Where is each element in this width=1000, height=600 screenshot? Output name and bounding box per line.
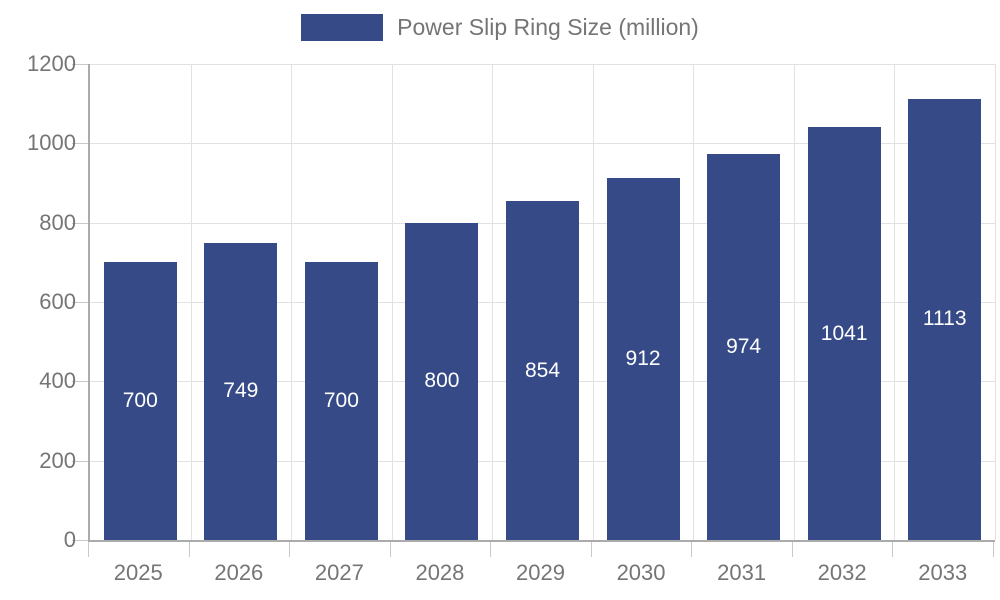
plot-area: 700 749 700 800 854 912 974 1041 1113: [88, 64, 996, 542]
x-axis-tick-mark: [791, 542, 793, 557]
gridline-vertical: [492, 64, 494, 540]
bar-2033: 1113: [908, 98, 982, 540]
y-axis-tick-label: 1200: [27, 51, 76, 76]
y-axis-tick-mark: [72, 460, 88, 462]
bar-value-label: 700: [122, 389, 158, 413]
x-axis-tick-label: 2032: [817, 560, 867, 585]
bar-value-label: 749: [223, 379, 259, 403]
gridline-vertical: [592, 64, 594, 540]
legend-series-label: Power Slip Ring Size (million): [397, 14, 699, 40]
bar-value-label: 1113: [922, 307, 967, 331]
bar-2025: 700: [103, 262, 177, 540]
bar-value-label: 700: [323, 389, 359, 413]
x-axis-tick-mark: [389, 542, 391, 557]
bar-2032: 1041: [807, 127, 881, 540]
x-axis-tick-label: 2028: [415, 560, 465, 585]
bar-value-label: 854: [524, 358, 561, 382]
gridline-vertical: [190, 64, 192, 540]
y-axis-tick-label: 800: [39, 209, 76, 235]
y-axis-tick-mark: [72, 64, 88, 65]
y-axis-tick-mark: [72, 381, 88, 383]
y-axis-tick-label: 0: [63, 527, 76, 552]
x-axis-tick-mark: [691, 542, 693, 557]
x-axis-tick-mark: [892, 542, 894, 557]
gridline-vertical: [995, 64, 996, 540]
x-axis-tick-label: 2031: [717, 560, 767, 585]
gridline-vertical: [391, 64, 393, 540]
bar-value-label: 912: [625, 347, 661, 371]
gridline-horizontal: [90, 64, 995, 65]
bar-2029: 854: [506, 201, 579, 540]
bar-2026: 749: [204, 242, 278, 540]
bar-value-label: 800: [424, 369, 460, 393]
y-axis-tick-mark: [72, 143, 88, 145]
y-axis-tick-mark: [72, 540, 88, 541]
legend-swatch: [301, 14, 384, 41]
y-axis-tick-label: 1000: [27, 130, 76, 156]
y-axis-tick-mark: [72, 222, 88, 224]
x-axis-tick-label: 2029: [516, 560, 565, 585]
gridline-horizontal: [90, 143, 995, 145]
y-axis-tick-label: 200: [39, 447, 76, 473]
gridline-vertical: [793, 64, 795, 540]
bar-2028: 800: [405, 222, 479, 540]
x-axis-tick-mark: [88, 542, 89, 557]
chart-legend[interactable]: Power Slip Ring Size (million): [0, 14, 1000, 41]
gridline-vertical: [894, 64, 896, 540]
x-axis-tick-label: 2025: [113, 560, 163, 585]
x-axis-tick-mark: [188, 542, 190, 557]
gridline-vertical: [693, 64, 695, 540]
x-axis-tick-mark: [289, 542, 291, 557]
x-axis-tick-label: 2030: [616, 560, 666, 585]
y-axis-tick-mark: [72, 302, 88, 303]
bar-value-label: 1041: [820, 321, 868, 345]
bar-2031: 974: [707, 153, 781, 540]
y-axis-tick-label: 400: [39, 368, 76, 394]
x-axis-tick-mark: [590, 542, 592, 557]
x-axis-tick-label: 2033: [918, 560, 968, 585]
bar-2030: 912: [606, 178, 680, 540]
x-axis-tick-label: 2026: [214, 560, 264, 585]
bar-value-label: 974: [726, 334, 762, 358]
bar-2027: 700: [304, 262, 378, 540]
gridline-vertical: [291, 64, 293, 540]
y-axis-tick-label: 600: [39, 289, 76, 314]
x-axis-tick-mark: [490, 542, 492, 557]
x-axis-tick-mark: [993, 542, 994, 557]
x-axis-tick-label: 2027: [314, 560, 364, 585]
